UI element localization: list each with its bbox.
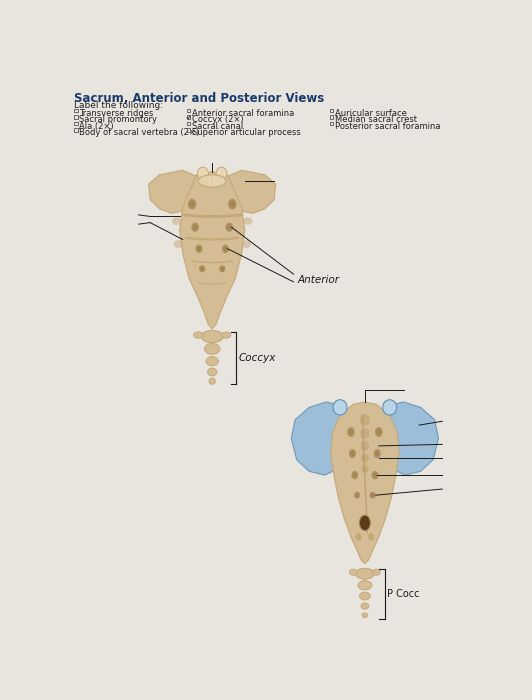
- Polygon shape: [291, 402, 348, 475]
- Text: Auricular surface: Auricular surface: [335, 108, 407, 118]
- Bar: [330, 116, 334, 118]
- Text: Anterior: Anterior: [297, 275, 339, 286]
- Polygon shape: [148, 170, 201, 214]
- Ellipse shape: [188, 199, 196, 209]
- Ellipse shape: [368, 533, 374, 540]
- Ellipse shape: [373, 473, 377, 477]
- Text: Posterior sacral foramina: Posterior sacral foramina: [335, 122, 440, 131]
- Ellipse shape: [360, 515, 370, 531]
- Ellipse shape: [223, 246, 228, 251]
- Bar: [187, 128, 190, 132]
- Bar: [74, 122, 78, 125]
- Ellipse shape: [226, 223, 233, 232]
- Bar: [74, 128, 78, 132]
- Text: Superior articular process: Superior articular process: [192, 128, 301, 137]
- Ellipse shape: [222, 244, 229, 253]
- Ellipse shape: [189, 201, 195, 207]
- Ellipse shape: [383, 400, 397, 415]
- Text: Transverse ridges: Transverse ridges: [79, 108, 154, 118]
- Ellipse shape: [206, 356, 219, 366]
- Ellipse shape: [198, 175, 226, 187]
- Ellipse shape: [333, 400, 347, 415]
- Ellipse shape: [351, 451, 354, 456]
- Ellipse shape: [370, 491, 376, 498]
- Bar: [74, 108, 78, 112]
- Text: Ala (2×): Ala (2×): [79, 122, 114, 131]
- Polygon shape: [382, 402, 438, 475]
- Ellipse shape: [194, 332, 203, 338]
- Ellipse shape: [173, 240, 183, 248]
- Polygon shape: [180, 172, 245, 329]
- Ellipse shape: [377, 429, 381, 435]
- Ellipse shape: [227, 225, 231, 230]
- Ellipse shape: [193, 225, 197, 230]
- Ellipse shape: [200, 267, 204, 271]
- Text: Coccyx: Coccyx: [238, 353, 276, 363]
- Ellipse shape: [197, 167, 209, 179]
- Ellipse shape: [192, 223, 199, 232]
- Ellipse shape: [197, 246, 201, 251]
- Ellipse shape: [347, 427, 355, 437]
- Ellipse shape: [220, 267, 224, 271]
- Ellipse shape: [360, 592, 370, 600]
- Ellipse shape: [371, 494, 375, 497]
- Text: P Cocc: P Cocc: [387, 589, 420, 599]
- Ellipse shape: [349, 449, 356, 458]
- Ellipse shape: [361, 454, 368, 463]
- Ellipse shape: [172, 217, 181, 225]
- Ellipse shape: [375, 427, 383, 437]
- Ellipse shape: [230, 201, 235, 207]
- Ellipse shape: [361, 441, 369, 451]
- Text: Body of sacral vertebra (2×): Body of sacral vertebra (2×): [79, 128, 200, 137]
- Bar: [187, 108, 190, 112]
- Text: Sacral canal: Sacral canal: [192, 122, 243, 131]
- Ellipse shape: [351, 471, 358, 480]
- Text: Median sacral crest: Median sacral crest: [335, 116, 417, 124]
- Polygon shape: [331, 402, 399, 564]
- Ellipse shape: [355, 494, 359, 497]
- Ellipse shape: [204, 344, 220, 354]
- Ellipse shape: [350, 569, 357, 575]
- Ellipse shape: [355, 568, 374, 579]
- Ellipse shape: [361, 603, 369, 609]
- Ellipse shape: [216, 167, 227, 179]
- Ellipse shape: [354, 491, 360, 498]
- Ellipse shape: [196, 244, 203, 253]
- Text: Anterior sacral foramina: Anterior sacral foramina: [192, 108, 294, 118]
- Ellipse shape: [355, 533, 362, 540]
- Ellipse shape: [221, 332, 231, 338]
- Bar: [330, 108, 334, 112]
- Bar: [330, 122, 334, 125]
- Ellipse shape: [199, 265, 205, 272]
- Ellipse shape: [207, 368, 217, 376]
- Text: Sacral promontory: Sacral promontory: [79, 116, 157, 124]
- Text: Sacrum, Anterior and Posterior Views: Sacrum, Anterior and Posterior Views: [74, 92, 325, 105]
- Ellipse shape: [361, 428, 369, 439]
- Ellipse shape: [242, 240, 251, 248]
- Ellipse shape: [201, 330, 223, 343]
- Text: Label the following:: Label the following:: [74, 101, 163, 110]
- Ellipse shape: [371, 471, 378, 480]
- Ellipse shape: [376, 451, 379, 456]
- Text: Coccyx (2×): Coccyx (2×): [192, 116, 243, 124]
- Ellipse shape: [362, 466, 368, 473]
- Polygon shape: [224, 170, 276, 214]
- Ellipse shape: [360, 414, 370, 425]
- Ellipse shape: [209, 378, 215, 384]
- Bar: [187, 116, 190, 118]
- Ellipse shape: [353, 473, 357, 477]
- Ellipse shape: [219, 265, 226, 272]
- Ellipse shape: [228, 199, 237, 209]
- Ellipse shape: [372, 569, 380, 575]
- Bar: [74, 116, 78, 118]
- Ellipse shape: [243, 217, 253, 225]
- Bar: [187, 122, 190, 125]
- Ellipse shape: [349, 429, 353, 435]
- Ellipse shape: [362, 613, 368, 617]
- Ellipse shape: [358, 581, 372, 590]
- Ellipse shape: [374, 449, 381, 458]
